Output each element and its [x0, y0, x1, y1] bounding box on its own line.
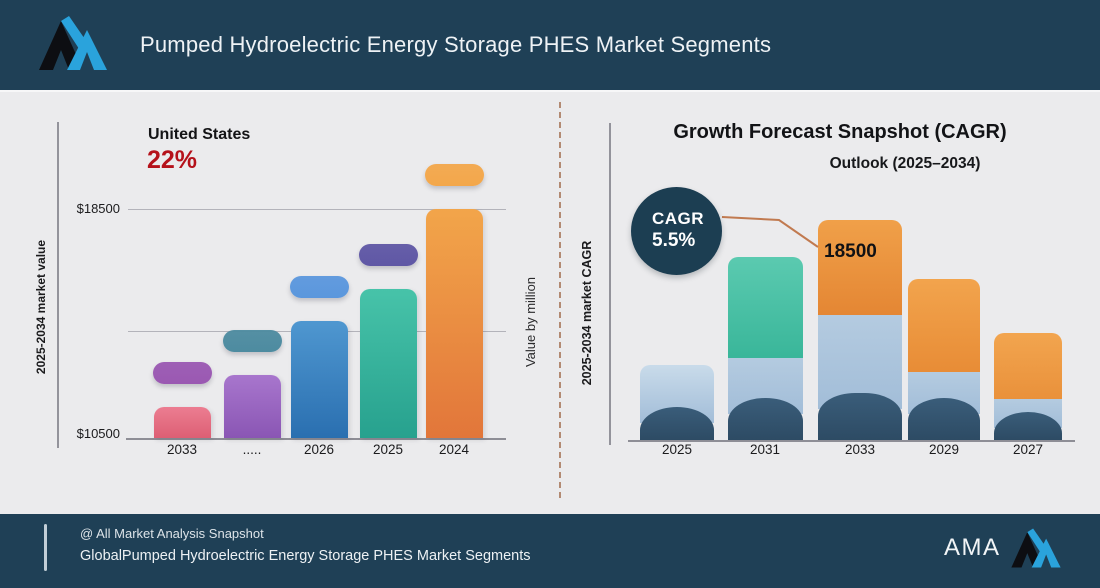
- left-x-axis-line: [126, 438, 506, 440]
- right-x-label-2027: 2027: [1012, 442, 1044, 457]
- right-bar-2027-base: [994, 412, 1062, 440]
- footer-accent-bar: [44, 524, 47, 571]
- right-y-axis-title: 2025-2034 market CAGR: [580, 240, 594, 386]
- left-bar-2033: [154, 407, 211, 438]
- right-x-axis-line: [628, 440, 1075, 442]
- left-x-label-2025: 2025: [372, 442, 404, 457]
- cagr-badge: CAGR 5.5%: [631, 187, 722, 275]
- bar-value-annotation: 18500: [824, 241, 877, 262]
- footer-note: @ All Market Analysis Snapshot: [80, 526, 264, 541]
- left-x-label-2033: 2033: [166, 442, 198, 457]
- right-bar-2031-base: [728, 398, 803, 440]
- right-bar-2025-base: [640, 407, 714, 440]
- right-x-label-2025: 2025: [661, 442, 693, 457]
- right-x-label-2033: 2033: [844, 442, 876, 457]
- left-bar-cap-dots: [223, 330, 282, 352]
- cagr-badge-label: CAGR: [652, 209, 705, 229]
- left-bar-cap-2026: [290, 276, 349, 298]
- left-x-label-2026: 2026: [303, 442, 335, 457]
- ama-logo-icon: [39, 16, 107, 70]
- left-bar-2024: [426, 209, 483, 438]
- left-y-tick-bottom: $10500: [76, 426, 120, 441]
- left-bar-cap-2033: [153, 362, 212, 384]
- page-title: Pumped Hydroelectric Energy Storage PHES…: [140, 32, 772, 57]
- cagr-badge-value: 5.5%: [652, 229, 696, 251]
- left-y-axis-title: 2025-2034 market value: [34, 239, 48, 375]
- right-x-label-2029: 2029: [928, 442, 960, 457]
- left-x-label-2024: 2024: [438, 442, 470, 457]
- left-chart-title: United States: [148, 126, 251, 143]
- right-chart-title: Growth Forecast Snapshot (CAGR): [673, 121, 1007, 143]
- left-chart-highlight-value: 22%: [147, 146, 198, 174]
- footer-report-title: GlobalPumped Hydroelectric Energy Storag…: [80, 548, 531, 564]
- right-bar-2031-top: [728, 257, 803, 374]
- left-bar-dots: [224, 375, 281, 438]
- right-bar-2029-base: [908, 398, 980, 440]
- right-x-label-2031: 2031: [749, 442, 781, 457]
- left-y-axis-line: [57, 122, 59, 448]
- footer-brand-text: AMA: [944, 534, 1001, 561]
- left-bar-cap-2025: [359, 244, 418, 266]
- panel-divider-line: [559, 102, 561, 498]
- left-y-tick-top: $18500: [76, 201, 120, 216]
- right-y-axis-line: [609, 123, 611, 445]
- right-bar-2029-top: [908, 279, 980, 388]
- right-bar-2033-base: [818, 393, 902, 440]
- left-bar-2026: [291, 321, 348, 438]
- left-x-label-dots: .....: [242, 442, 262, 457]
- left-bar-cap-2024: [425, 164, 484, 186]
- divider-axis-note: Value by million: [523, 276, 538, 368]
- header-band: Pumped Hydroelectric Energy Storage PHES…: [0, 0, 1100, 90]
- ama-logo-icon: [1011, 528, 1061, 568]
- right-chart-subtitle: Outlook (2025–2034): [829, 155, 981, 172]
- left-gridline-18500: [128, 209, 506, 210]
- footer-band: [0, 514, 1100, 588]
- right-bar-2033-top: [818, 220, 902, 331]
- left-bar-2025: [360, 289, 417, 438]
